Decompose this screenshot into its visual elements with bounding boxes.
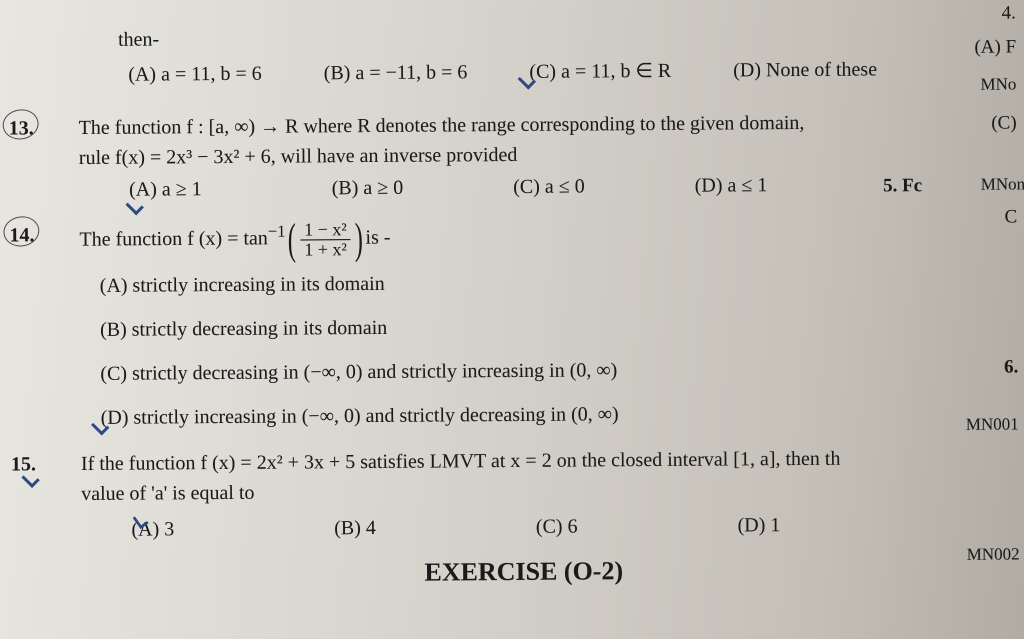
q12-opt-a: (A) a = 11, b = 6: [128, 63, 262, 87]
q14-opt-c: (C) strictly decreasing in (−∞, 0) and s…: [100, 352, 1024, 388]
q12-opt-b: (B) a = −11, b = 6: [324, 61, 468, 85]
q14-opt-d-label: (D) strictly increasing in (−∞, 0) and s…: [101, 403, 619, 429]
q13-opt-b: (B) a ≥ 0: [332, 177, 404, 200]
q13-opt-a: (A) a ≥ 1: [129, 178, 202, 202]
margin-r1: 4.: [1002, 2, 1016, 24]
margin-r2: (A) F: [974, 36, 1016, 58]
q13-number: 13.: [9, 113, 34, 143]
page: then- (A) a = 11, b = 6 (B) a = −11, b =…: [0, 0, 1024, 639]
q15-opt-c: (C) 6: [536, 515, 578, 538]
q14-opt-a: (A) strictly increasing in its domain: [100, 264, 1024, 300]
margin-r10: MN002: [967, 544, 1020, 564]
q15-options: (A) 3 (B) 4 (C) 6 (D) 1: [131, 512, 1024, 541]
q14-frac-den: 1 + x²: [300, 240, 351, 259]
q14-sup: −1: [268, 222, 286, 241]
rparen-icon: ): [355, 219, 363, 259]
q12-opt-c: (C) a = 11, b ∈ R: [529, 58, 671, 84]
q14-opt-d: (D) strictly increasing in (−∞, 0) and s…: [101, 396, 1024, 432]
q14-frac-num: 1 − x²: [300, 220, 351, 240]
q13: 13. The function f : [a, ∞) → R where R …: [59, 106, 1023, 173]
q14: 14. The function f (x) = tan−1 ( 1 − x² …: [59, 213, 1024, 433]
q14-lead: The function f (x) = tan−1 ( 1 − x² 1 + …: [79, 213, 1023, 260]
exercise-title: EXERCISE (O-2): [22, 553, 1024, 590]
margin-r3: MNo: [980, 74, 1016, 94]
right-margin: 4. (A) F MNo (C) MNon 5. Fc C 6. MN001 M…: [932, 0, 1024, 636]
margin-r7: C: [1005, 206, 1018, 228]
q12-opt-c-label: (C) a = 11, b ∈ R: [529, 60, 671, 83]
q14-number: 14.: [9, 220, 34, 250]
tick-icon: [127, 191, 153, 211]
margin-r5: MNon: [981, 174, 1024, 194]
tick-icon: [23, 463, 49, 483]
q14-lead-post: is -: [365, 227, 390, 249]
margin-r8: 6.: [1004, 356, 1018, 378]
q14-frac: 1 − x² 1 + x²: [300, 220, 351, 259]
q13-text2: rule f(x) = 2x³ − 3x² + 6, will have an …: [79, 136, 1023, 173]
q13-opt-c: (C) a ≤ 0: [513, 175, 585, 198]
q15: 15. If the function f (x) = 2x² + 3x + 5…: [61, 442, 1024, 509]
q12-opt-d: (D) None of these: [733, 58, 877, 82]
margin-r6: 5. Fc: [883, 175, 963, 198]
margin-r9: MN001: [966, 414, 1019, 434]
tick-icon: [93, 411, 119, 431]
q15-opt-b: (B) 4: [334, 517, 376, 540]
q15-text2: value of 'a' is equal to: [81, 472, 1024, 509]
q14-lead-pre: The function f (x) = tan: [79, 227, 268, 250]
q12-options: (A) a = 11, b = 6 (B) a = −11, b = 6 (C)…: [128, 55, 1022, 86]
q15-opt-a: (A) 3: [131, 518, 174, 541]
tick-icon: [133, 506, 159, 528]
q12-lead: then-: [118, 22, 1022, 51]
q13-opt-d: (D) a ≤ 1: [695, 174, 768, 198]
tick-icon: [519, 65, 545, 85]
lparen-icon: (: [288, 220, 296, 260]
q15-number: 15.: [11, 449, 36, 479]
q14-opt-b: (B) strictly decreasing in its domain: [100, 308, 1024, 344]
margin-r4: (C): [991, 112, 1016, 134]
q15-opt-d: (D) 1: [737, 514, 780, 537]
